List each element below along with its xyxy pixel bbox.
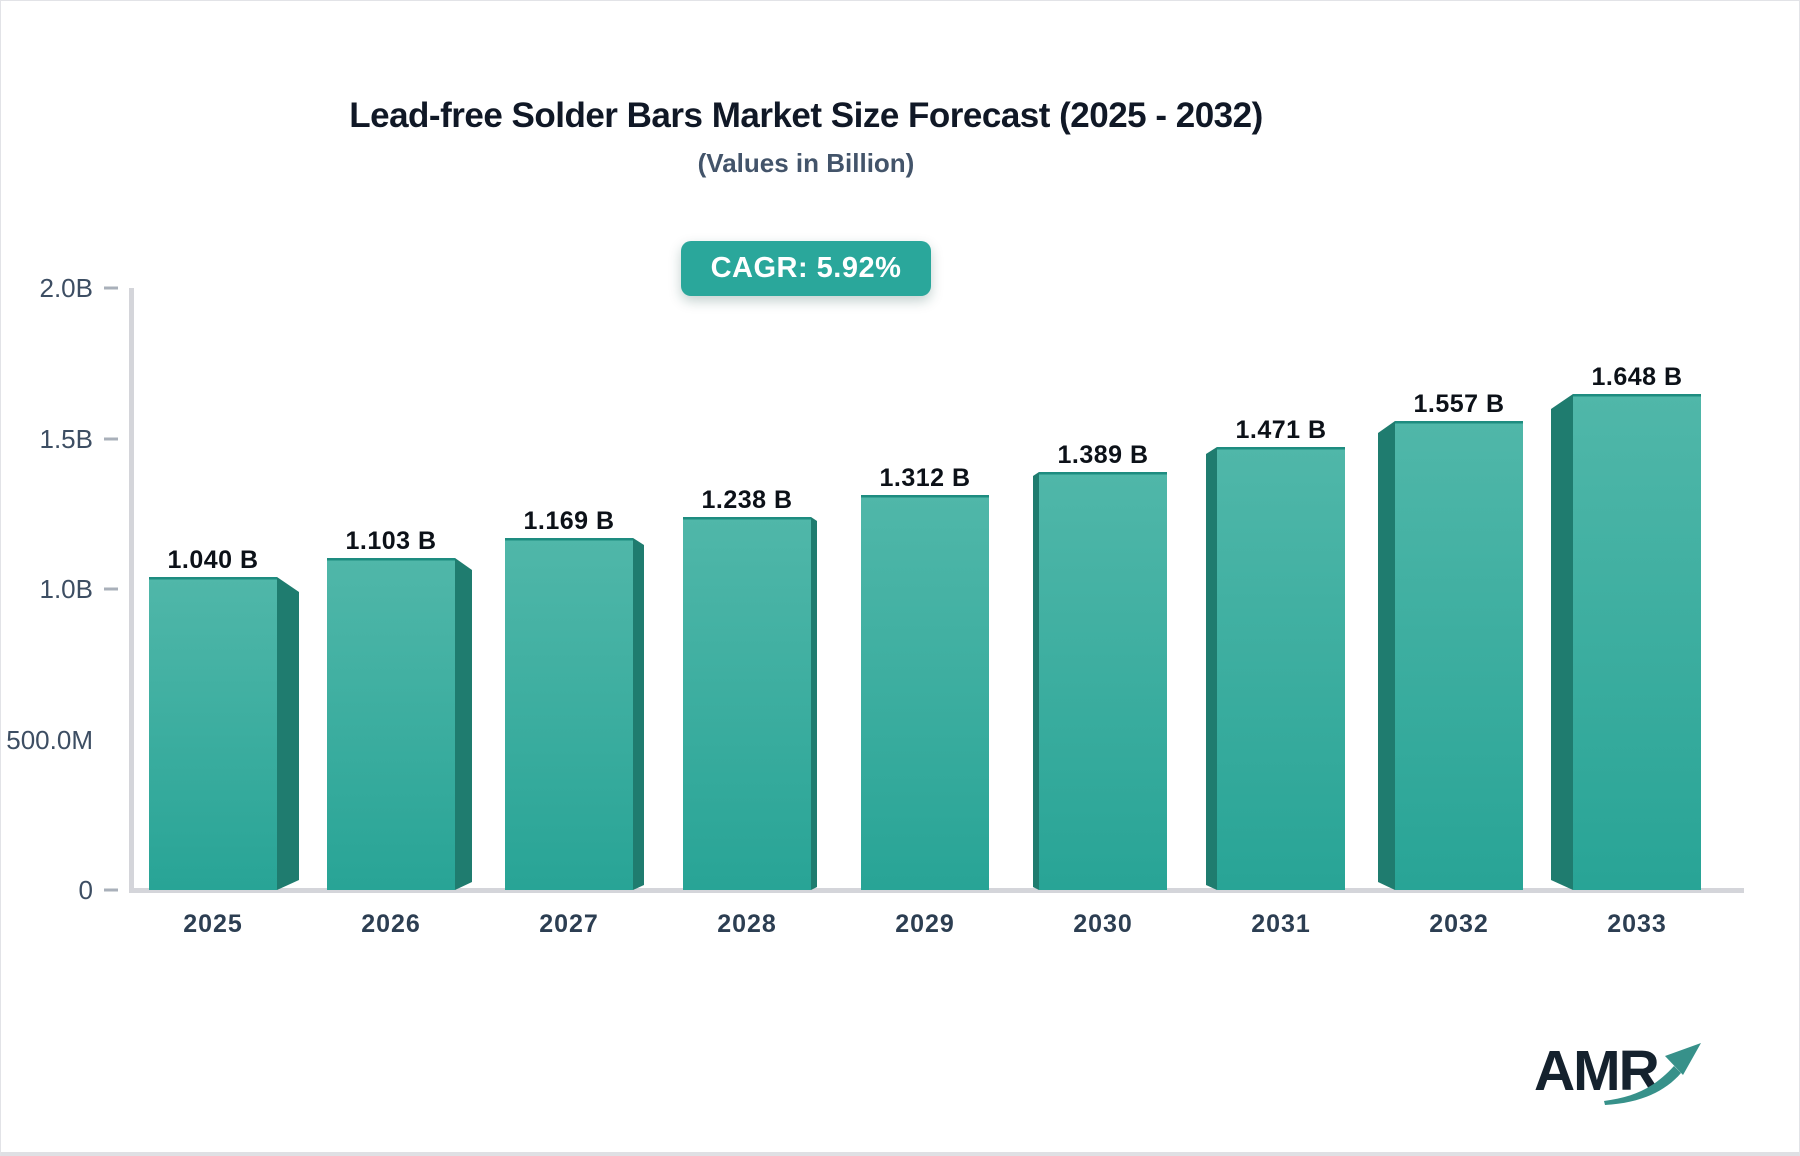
bar-top-edge xyxy=(1217,447,1345,450)
x-axis-label-2031: 2031 xyxy=(1251,910,1311,938)
y-axis-label: 2.0B xyxy=(40,273,94,303)
x-axis-line xyxy=(129,888,1744,893)
x-axis-label-2025: 2025 xyxy=(183,910,243,938)
y-axis-label: 1.0B xyxy=(40,574,94,604)
y-tick-mark xyxy=(104,888,118,892)
y-tick-mark xyxy=(104,587,118,591)
bar-2031[interactable] xyxy=(1217,447,1345,890)
bar-2028[interactable] xyxy=(683,517,811,890)
cagr-badge: CAGR: 5.92% xyxy=(680,241,932,296)
bar-value-label: 1.648 B xyxy=(1591,363,1682,391)
bar-value-label: 1.040 B xyxy=(167,546,258,574)
chart-subtitle: (Values in Billion) xyxy=(697,148,915,178)
bar-side-3d xyxy=(1206,447,1217,890)
bar-side-3d xyxy=(277,577,299,890)
bar-value-label: 1.471 B xyxy=(1235,416,1326,444)
bar-side-3d xyxy=(1378,421,1395,890)
x-axis-label-2032: 2032 xyxy=(1429,910,1489,938)
x-axis-label-2027: 2027 xyxy=(539,910,599,938)
bar-top-edge xyxy=(683,517,811,520)
bar-top-edge xyxy=(1573,394,1701,397)
bar-top-edge xyxy=(861,495,989,498)
x-axis-label-2033: 2033 xyxy=(1607,910,1667,938)
bar-side-3d xyxy=(811,517,817,890)
bar-side-3d xyxy=(633,538,644,890)
y-axis-label: 0 xyxy=(79,875,93,905)
amr-logo-text: AMR xyxy=(1534,1039,1660,1103)
bar-2026[interactable] xyxy=(327,558,455,890)
x-axis-label-2029: 2029 xyxy=(895,910,955,938)
growth-arrow-icon xyxy=(1604,1043,1701,1105)
bar-2032[interactable] xyxy=(1395,421,1523,890)
chart-title: Lead-free Solder Bars Market Size Foreca… xyxy=(349,96,1263,135)
bar-side-3d xyxy=(1551,394,1573,890)
bar-2033[interactable] xyxy=(1573,394,1701,890)
y-axis-label: 1.5B xyxy=(40,424,94,454)
bar-value-label: 1.238 B xyxy=(701,486,792,514)
bar-side-3d xyxy=(455,558,472,890)
bar-value-label: 1.169 B xyxy=(523,507,614,535)
bar-top-edge xyxy=(1039,472,1167,475)
bar-value-label: 1.389 B xyxy=(1057,441,1148,469)
y-tick-mark xyxy=(104,437,118,441)
bar-2025[interactable] xyxy=(149,577,277,890)
bar-2027[interactable] xyxy=(505,538,633,890)
bar-top-edge xyxy=(1395,421,1523,424)
x-axis-label-2028: 2028 xyxy=(717,910,777,938)
bar-top-edge xyxy=(149,577,277,580)
x-axis-label-2026: 2026 xyxy=(361,910,421,938)
y-axis-line xyxy=(129,288,134,893)
y-axis-label: 500.0M xyxy=(6,725,93,755)
bar-side-3d xyxy=(1033,472,1039,890)
bar-2030[interactable] xyxy=(1039,472,1167,890)
bar-value-label: 1.103 B xyxy=(345,527,436,555)
bar-top-edge xyxy=(505,538,633,541)
bar-value-label: 1.312 B xyxy=(879,464,970,492)
amr-logo: AMR xyxy=(1534,1043,1774,1123)
bar-top-edge xyxy=(327,558,455,561)
bar-value-label: 1.557 B xyxy=(1413,390,1504,418)
x-axis-label-2030: 2030 xyxy=(1073,910,1133,938)
y-tick-mark xyxy=(104,286,118,290)
chart-header: Lead-free Solder Bars Market Size Foreca… xyxy=(1,1,1611,296)
bar-2029[interactable] xyxy=(861,495,989,890)
